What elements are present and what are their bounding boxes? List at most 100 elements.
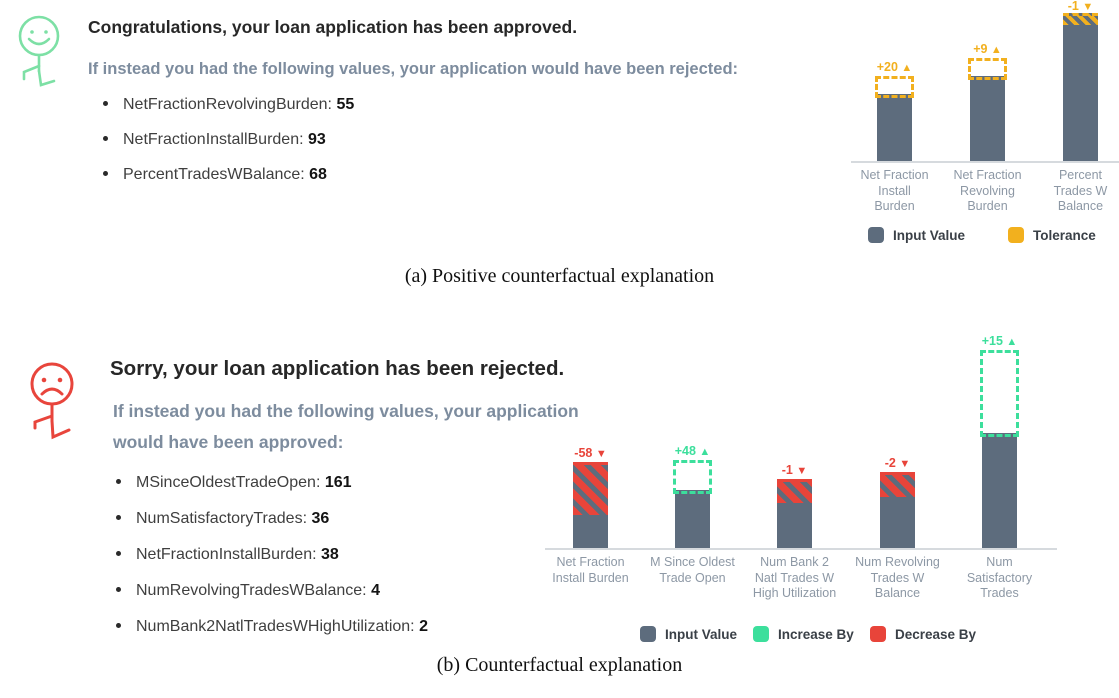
axis-category-label: Net Fraction Install Burden xyxy=(552,555,629,585)
change-annotation: -2 ▼ xyxy=(884,456,911,470)
feature-value: 2 xyxy=(419,618,428,635)
input-value-bar xyxy=(1063,16,1098,161)
feature-value: 4 xyxy=(371,582,380,599)
up-triangle-icon: ▲ xyxy=(901,62,913,74)
tolerance-hatch xyxy=(1063,13,1098,25)
change-annotation: +48 ▲ xyxy=(674,444,711,458)
bullet-dot xyxy=(103,135,108,141)
rejection-heading: Sorry, your loan application has been re… xyxy=(110,357,565,380)
feature-name: MSinceOldestTradeOpen: xyxy=(136,474,325,491)
legend-item: Input Value xyxy=(868,227,965,243)
legend-label: Input Value xyxy=(665,626,738,642)
approval-heading: Congratulations, your loan application h… xyxy=(88,17,578,37)
increase-box xyxy=(980,350,1019,437)
axis-category-label: M Since Oldest Trade Open xyxy=(650,555,735,585)
feature-value: 55 xyxy=(336,96,355,113)
counterfactual-intro-b: If instead you had the following values,… xyxy=(113,401,579,452)
feature-name: NumSatisfactoryTrades: xyxy=(136,510,312,527)
feature-list-a: NetFractionRevolvingBurden: 55 NetFractio… xyxy=(103,94,354,199)
feature-item: NumRevolvingTradesWBalance: 4 xyxy=(116,580,428,601)
change-annotation: -1 ▼ xyxy=(781,463,808,477)
bullet-dot xyxy=(116,514,121,520)
decrease-hatch xyxy=(573,462,608,515)
axis-category-label: Num Bank 2 Natl Trades W High Utilizatio… xyxy=(752,555,837,600)
down-triangle-icon: ▼ xyxy=(1082,1,1094,13)
down-triangle-icon: ▼ xyxy=(899,458,911,470)
feature-item: NetFractionRevolvingBurden: 55 xyxy=(103,94,354,115)
feature-name: NumRevolvingTradesWBalance: xyxy=(136,582,372,599)
legend-item: Increase By xyxy=(753,626,854,642)
increase-box xyxy=(673,460,712,494)
feature-name: NetFractionInstallBurden: xyxy=(123,131,308,148)
change-annotation: -58 ▼ xyxy=(574,446,607,460)
feature-value: 161 xyxy=(324,474,352,491)
input-value-bar xyxy=(777,503,812,548)
legend-swatch xyxy=(640,626,656,642)
feature-item: MSinceOldestTradeOpen: 161 xyxy=(116,472,428,493)
input-value-bar xyxy=(573,515,608,548)
input-value-bar xyxy=(877,94,912,161)
legend-swatch xyxy=(753,626,769,642)
bullet-dot xyxy=(116,586,121,592)
axis-category-label: Num Satisfactory Trades xyxy=(966,555,1033,600)
legend-item: Input Value xyxy=(640,626,737,642)
up-triangle-icon: ▲ xyxy=(990,44,1002,56)
feature-name: PercentTradesWBalance: xyxy=(123,166,310,183)
feature-item: PercentTradesWBalance: 68 xyxy=(103,164,354,185)
legend-item: Decrease By xyxy=(870,626,976,642)
bullet-dot xyxy=(116,622,121,628)
feature-value: 36 xyxy=(311,510,330,527)
legend-label: Decrease By xyxy=(895,626,977,642)
feature-value: 38 xyxy=(320,546,339,563)
tolerance-bar-chart: +20 ▲ Net Fraction Install Burden +9 ▲ Net … xyxy=(845,0,1119,262)
legend-label: Tolerance xyxy=(1033,227,1096,243)
axis-category-label: Net Fraction Revolving Burden xyxy=(953,168,1022,213)
bullet-dot xyxy=(103,170,108,176)
counterfactual-bar-chart: -58 ▼ Net Fraction Install Burden +48 ▲ M S… xyxy=(540,330,1119,660)
change-annotation: +15 ▲ xyxy=(981,334,1018,348)
up-triangle-icon: ▲ xyxy=(699,446,711,458)
legend-swatch xyxy=(868,227,884,243)
change-annotation: -1 ▼ xyxy=(1067,0,1094,13)
feature-item: NumBank2NatlTradesWHighUtilization: 2 xyxy=(116,616,428,637)
feature-item: NetFractionInstallBurden: 93 xyxy=(103,129,354,150)
legend-item: Tolerance xyxy=(1008,227,1096,243)
legend-swatch xyxy=(1008,227,1024,243)
subcaption-a: (a) Positive counterfactual explanation xyxy=(404,265,715,287)
feature-value: 68 xyxy=(309,166,327,183)
bullet-dot xyxy=(116,478,121,484)
input-value-bar xyxy=(970,76,1005,161)
happy-stick-figure-icon xyxy=(12,13,66,100)
change-annotation: +20 ▲ xyxy=(876,60,913,74)
input-value-bar xyxy=(880,497,915,548)
down-triangle-icon: ▼ xyxy=(595,448,607,460)
tolerance-box xyxy=(968,58,1007,80)
counterfactual-intro-a: If instead you had the following values,… xyxy=(88,60,739,78)
input-value-bar xyxy=(982,433,1017,548)
feature-name: NetFractionInstallBurden: xyxy=(136,546,321,563)
down-triangle-icon: ▼ xyxy=(796,465,808,477)
feature-name: NumBank2NatlTradesWHighUtilization: xyxy=(136,618,420,635)
bullet-dot xyxy=(103,100,108,106)
feature-value: 93 xyxy=(307,131,326,148)
x-axis xyxy=(545,548,1057,550)
axis-category-label: Net Fraction Install Burden xyxy=(860,168,929,213)
change-annotation: +9 ▲ xyxy=(973,42,1002,56)
feature-name: NetFractionRevolvingBurden: xyxy=(123,96,337,113)
up-triangle-icon: ▲ xyxy=(1006,336,1018,348)
axis-category-label: Percent Trades W Balance xyxy=(1053,168,1108,213)
feature-item: NetFractionInstallBurden: 38 xyxy=(116,544,428,565)
legend-swatch xyxy=(870,626,886,642)
feature-item: NumSatisfactoryTrades: 36 xyxy=(116,508,428,529)
axis-category-label: Num Revolving Trades W Balance xyxy=(855,555,940,600)
subcaption-b: (b) Counterfactual explanation xyxy=(436,654,683,676)
legend-label: Input Value xyxy=(893,227,966,243)
legend-label: Increase By xyxy=(778,626,854,642)
tolerance-box xyxy=(875,76,914,98)
sad-stick-figure-icon xyxy=(24,360,80,449)
decrease-hatch xyxy=(880,472,915,497)
feature-list-b: MSinceOldestTradeOpen: 161 NumSatisfactor… xyxy=(116,472,428,652)
bullet-dot xyxy=(116,550,121,556)
x-axis xyxy=(851,161,1119,163)
